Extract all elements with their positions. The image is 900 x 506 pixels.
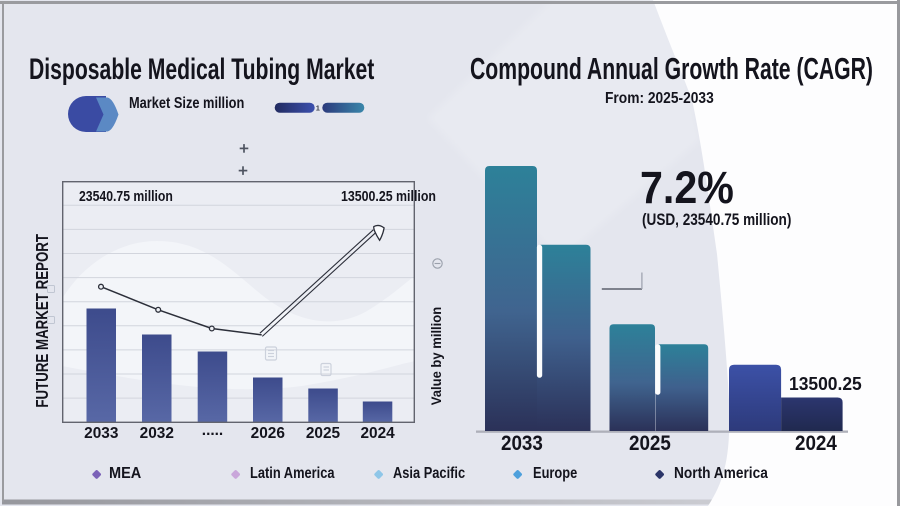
- svg-text:1: 1: [316, 104, 320, 113]
